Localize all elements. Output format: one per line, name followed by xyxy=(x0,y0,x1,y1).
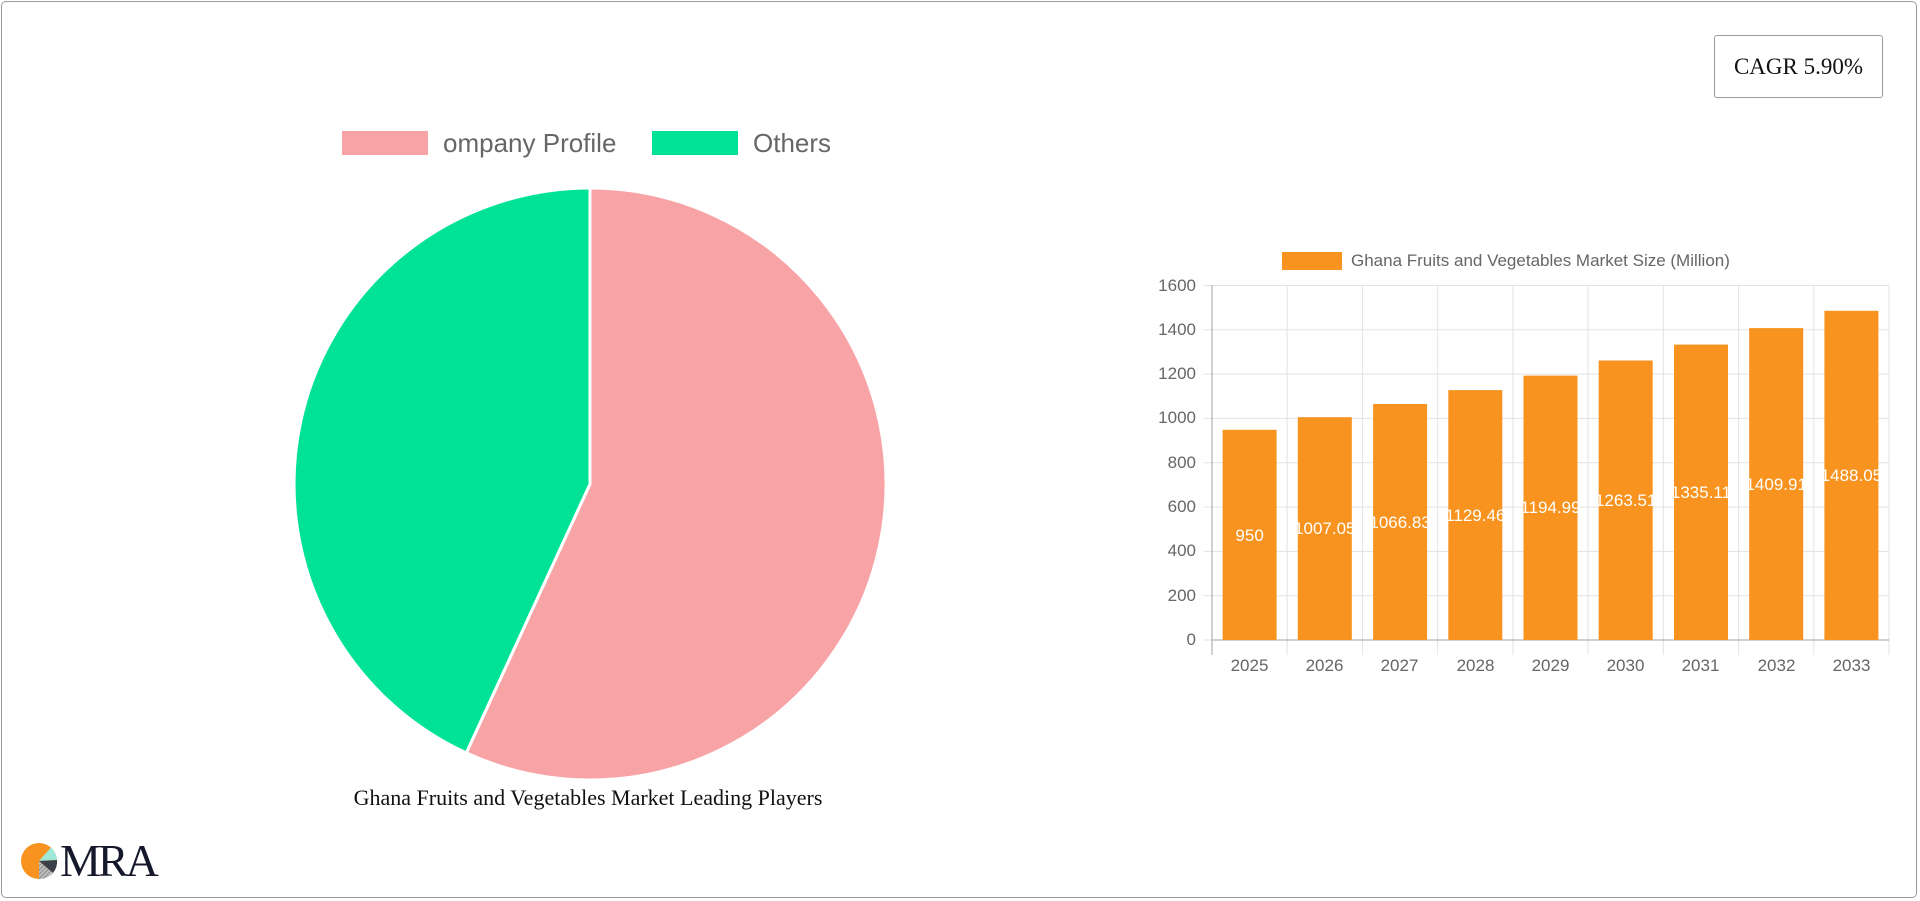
bar-2033[interactable] xyxy=(1824,310,1879,640)
x-tick-label: 2029 xyxy=(1531,656,1570,675)
y-tick-label: 600 xyxy=(1167,497,1196,516)
y-tick-label: 800 xyxy=(1167,453,1196,472)
legend-label: Ghana Fruits and Vegetables Market Size … xyxy=(1351,251,1730,270)
mra-logo[interactable]: MRA xyxy=(20,835,159,886)
bar-2029[interactable] xyxy=(1523,375,1578,640)
x-tick-label: 2033 xyxy=(1832,656,1871,675)
bar-2032[interactable] xyxy=(1749,328,1804,640)
legend-item-company-profile[interactable]: ompany Profile xyxy=(342,128,616,158)
x-tick-label: 2025 xyxy=(1230,656,1269,675)
y-tick-label: 1200 xyxy=(1158,364,1196,383)
y-tick-label: 200 xyxy=(1167,586,1196,605)
cagr-badge: CAGR 5.90% xyxy=(1714,35,1883,98)
x-tick-label: 2028 xyxy=(1456,656,1495,675)
bar-value-label: 950 xyxy=(1235,526,1263,545)
bar-series xyxy=(1222,310,1879,641)
y-tick-label: 0 xyxy=(1186,630,1196,649)
bar-2025[interactable] xyxy=(1222,429,1277,640)
legend-label: Others xyxy=(753,128,832,158)
cagr-label: CAGR 5.90% xyxy=(1733,53,1864,79)
bar-2026[interactable] xyxy=(1297,417,1352,640)
bar-value-label: 1488.05 xyxy=(1821,466,1882,485)
bar-value-label: 1409.91 xyxy=(1745,475,1806,494)
x-tick-label: 2026 xyxy=(1305,656,1344,675)
x-tick-label: 2030 xyxy=(1606,656,1645,675)
pie-slice-company-profile[interactable] xyxy=(464,186,888,782)
logo-text: MRA xyxy=(60,835,159,886)
bar-2027[interactable] xyxy=(1373,404,1428,640)
bar-legend[interactable]: Ghana Fruits and Vegetables Market Size … xyxy=(1282,251,1730,270)
bar-value-label: 1129.46 xyxy=(1445,506,1505,525)
legend-swatch-company-profile xyxy=(342,131,428,155)
bar-value-label: 1263.51 xyxy=(1595,491,1656,510)
y-tick-label: 1400 xyxy=(1158,320,1196,339)
y-tick-marks xyxy=(1204,285,1212,641)
x-tick-label: 2032 xyxy=(1757,656,1796,675)
bar-2028[interactable] xyxy=(1448,390,1503,640)
bar-value-labels: 950 1007.05 1066.83 1129.46 1194.99 1263… xyxy=(1235,466,1882,545)
x-tick-label: 2031 xyxy=(1681,656,1720,675)
legend-swatch-others xyxy=(652,131,738,155)
bar-2031[interactable] xyxy=(1674,344,1728,640)
pie-caption: Ghana Fruits and Vegetables Market Leadi… xyxy=(353,785,823,810)
x-tick-label: 2027 xyxy=(1380,656,1419,675)
bar-value-label: 1335.11 xyxy=(1671,483,1731,502)
y-tick-label: 1600 xyxy=(1158,276,1196,295)
logo-pie-icon xyxy=(21,843,58,880)
pie-legend: ompany Profile Others xyxy=(0,128,1180,158)
y-tick-label: 1000 xyxy=(1158,408,1196,427)
bar-value-label: 1007.05 xyxy=(1294,519,1355,538)
bar-value-label: 1066.83 xyxy=(1369,513,1430,532)
legend-item-others[interactable]: Others xyxy=(652,128,831,158)
bar-2030[interactable] xyxy=(1598,360,1653,641)
bar-value-label: 1194.99 xyxy=(1520,498,1580,517)
legend-swatch-market-size xyxy=(1282,252,1342,270)
legend-label: ompany Profile xyxy=(443,128,617,158)
pie-slice-others[interactable] xyxy=(292,186,592,755)
y-tick-label: 400 xyxy=(1167,541,1196,560)
